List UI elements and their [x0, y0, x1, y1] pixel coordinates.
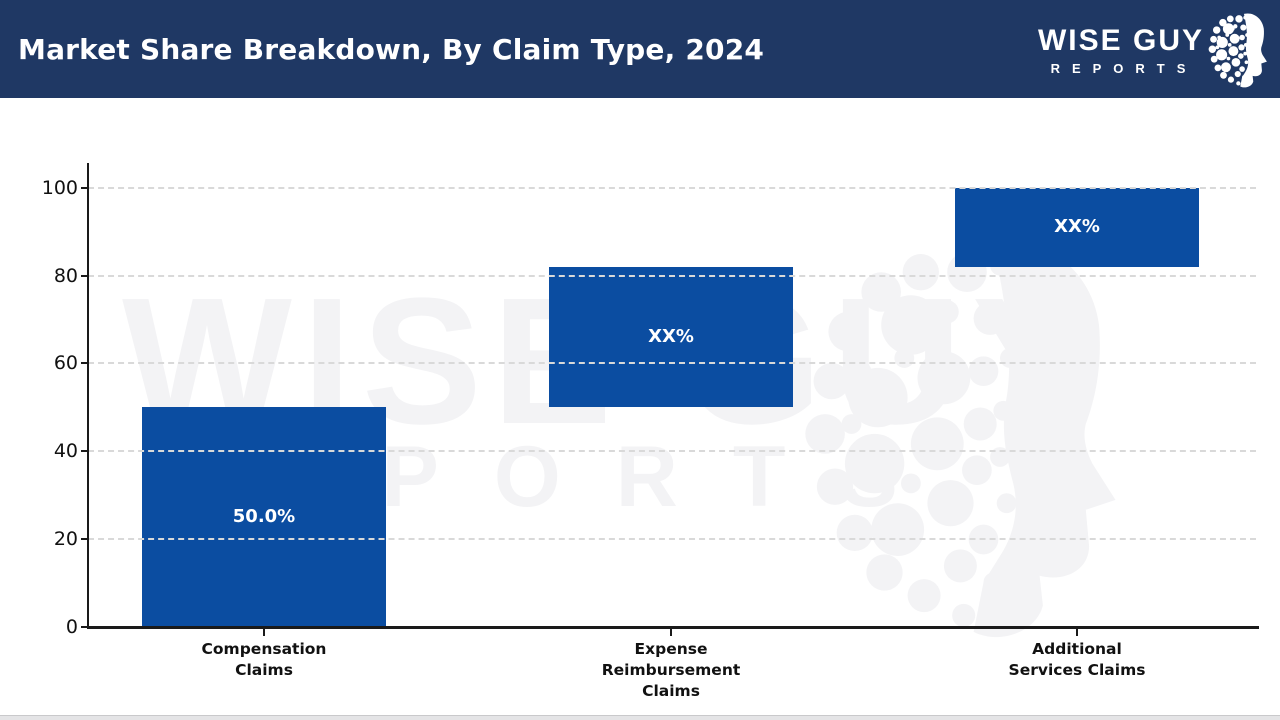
chart-area: WISE GUY REPORTS 50.0% XX% XX% 0 20 40 60 80 100… [0, 98, 1280, 720]
x-tick-label: Expense Reimbursement Claims [601, 639, 741, 700]
bar-3 [955, 188, 1199, 267]
x-tick-2 [670, 627, 672, 636]
y-tick-60 [81, 362, 88, 365]
bar-value-label: XX% [648, 326, 694, 348]
y-tick-20 [81, 537, 88, 540]
y-tick-label: 40 [53, 440, 78, 463]
x-tick-3 [1076, 627, 1078, 636]
y-tick-80 [81, 274, 88, 277]
gridline-80 [88, 274, 1256, 277]
wiseguy-head-icon [1208, 12, 1267, 87]
x-tick-label: Compensation Claims [201, 639, 327, 679]
gridline-60 [88, 362, 1256, 365]
y-tick-label: 60 [53, 352, 78, 375]
bottom-border [0, 715, 1280, 720]
bar-value-label: 50.0% [232, 505, 296, 527]
brand-subtitle: REPORTS [1050, 61, 1198, 76]
y-tick-0 [81, 625, 88, 628]
watermark-head-icon [805, 243, 1116, 638]
gridline-40 [88, 450, 1256, 453]
brand-text: WISE GUY REPORTS [1038, 24, 1204, 76]
y-axis-spine [87, 163, 89, 629]
gridline-100 [88, 187, 1256, 189]
page-title: Market Share Breakdown, By Claim Type, 2… [18, 32, 765, 66]
y-tick-label: 80 [53, 264, 78, 287]
y-tick-label: 100 [41, 177, 78, 199]
y-tick-label: 20 [53, 527, 78, 550]
y-tick-40 [81, 450, 88, 453]
bar-1 [142, 407, 386, 627]
y-tick-100 [81, 187, 88, 189]
x-axis-spine [87, 626, 1259, 629]
bar-2 [549, 266, 793, 408]
header-bar: Market Share Breakdown, By Claim Type, 2… [0, 0, 1280, 98]
brand-name: WISE GUY [1037, 24, 1204, 57]
x-tick-label: Additional Services Claims [1008, 639, 1146, 679]
brand-logo: WISE GUY REPORTS [1038, 6, 1270, 94]
y-tick-label: 0 [65, 615, 78, 638]
bar-value-label: XX% [1054, 216, 1100, 238]
gridline-20 [88, 537, 1256, 540]
x-tick-1 [263, 627, 265, 636]
